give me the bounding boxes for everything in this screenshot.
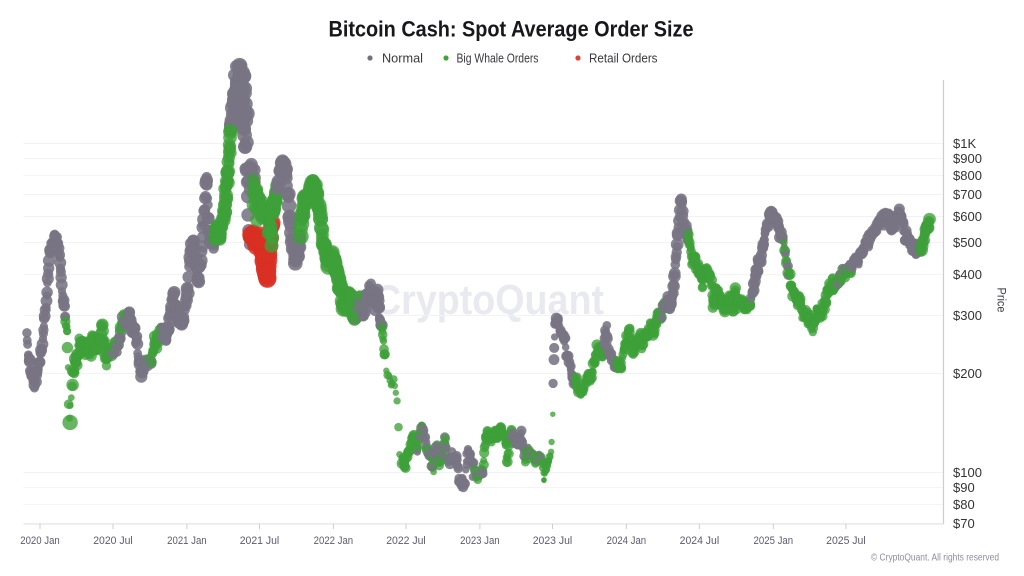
svg-text:2024 Jul: 2024 Jul [680, 535, 720, 547]
svg-text:2023 Jan: 2023 Jan [460, 535, 500, 547]
svg-text:$90: $90 [953, 480, 975, 495]
svg-text:Bitcoin Cash: Spot Average Ord: Bitcoin Cash: Spot Average Order Size [329, 17, 694, 42]
svg-text:$100: $100 [953, 465, 982, 480]
svg-text:Retail Orders: Retail Orders [589, 50, 658, 65]
svg-text:$600: $600 [953, 209, 982, 224]
svg-text:2021 Jul: 2021 Jul [240, 535, 280, 547]
svg-text:$1K: $1K [953, 136, 976, 151]
svg-text:2022 Jan: 2022 Jan [314, 535, 354, 547]
svg-text:2020 Jan: 2020 Jan [20, 535, 60, 547]
svg-text:2025 Jul: 2025 Jul [826, 535, 866, 547]
svg-text:2023 Jul: 2023 Jul [533, 535, 573, 547]
svg-text:$80: $80 [953, 497, 975, 512]
svg-text:$500: $500 [953, 235, 982, 250]
svg-text:2025 Jan: 2025 Jan [754, 535, 794, 547]
svg-text:$400: $400 [953, 267, 982, 282]
svg-text:Normal: Normal [382, 50, 423, 65]
svg-text:2022 Jul: 2022 Jul [386, 535, 426, 547]
svg-text:$70: $70 [953, 516, 975, 531]
svg-text:$700: $700 [953, 187, 982, 202]
svg-text:Big Whale Orders: Big Whale Orders [457, 50, 539, 65]
svg-text:$900: $900 [953, 151, 982, 166]
svg-text:© CryptoQuant. All rights rese: © CryptoQuant. All rights reserved [871, 553, 999, 564]
svg-text:$800: $800 [953, 168, 982, 183]
svg-text:2024 Jan: 2024 Jan [607, 535, 647, 547]
svg-text:$200: $200 [953, 366, 982, 381]
svg-text:$300: $300 [953, 308, 982, 323]
svg-text:2020 Jul: 2020 Jul [93, 535, 133, 547]
svg-text:Price: Price [995, 288, 1007, 313]
svg-text:2021 Jan: 2021 Jan [167, 535, 207, 547]
